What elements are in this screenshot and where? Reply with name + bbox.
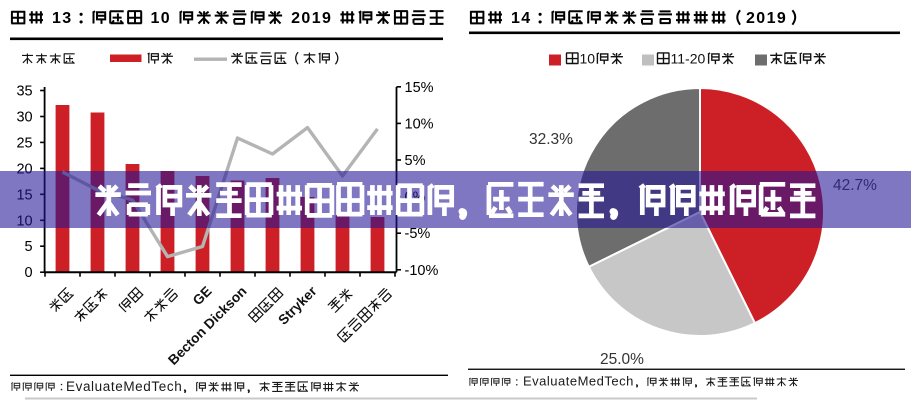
svg-text:EvaluateMedTech: EvaluateMedTech <box>523 374 634 389</box>
svg-text:5%: 5% <box>405 153 426 169</box>
svg-text:-5%: -5% <box>405 226 431 242</box>
svg-text:25: 25 <box>16 135 32 151</box>
svg-text:25.0%: 25.0% <box>600 351 644 368</box>
svg-text:10%: 10% <box>405 116 434 132</box>
svg-text:11-20: 11-20 <box>671 51 706 67</box>
svg-text:10: 10 <box>580 51 596 67</box>
svg-text:-10%: -10% <box>405 263 439 279</box>
svg-text:30: 30 <box>16 110 32 126</box>
svg-text:GE: GE <box>190 284 215 309</box>
svg-text:14: 14 <box>511 10 532 27</box>
svg-text:EvaluateMedTech: EvaluateMedTech <box>66 379 182 394</box>
svg-text:5: 5 <box>25 239 33 255</box>
svg-text:0: 0 <box>25 265 33 281</box>
svg-text:2019: 2019 <box>746 10 787 27</box>
svg-text:Stryker: Stryker <box>275 283 320 328</box>
svg-text:15%: 15% <box>405 80 434 96</box>
svg-text:32.3%: 32.3% <box>529 131 573 148</box>
svg-text:13: 13 <box>52 10 73 27</box>
svg-text:10: 10 <box>151 10 172 27</box>
svg-text:2019: 2019 <box>291 10 332 27</box>
svg-text:35: 35 <box>16 84 32 100</box>
